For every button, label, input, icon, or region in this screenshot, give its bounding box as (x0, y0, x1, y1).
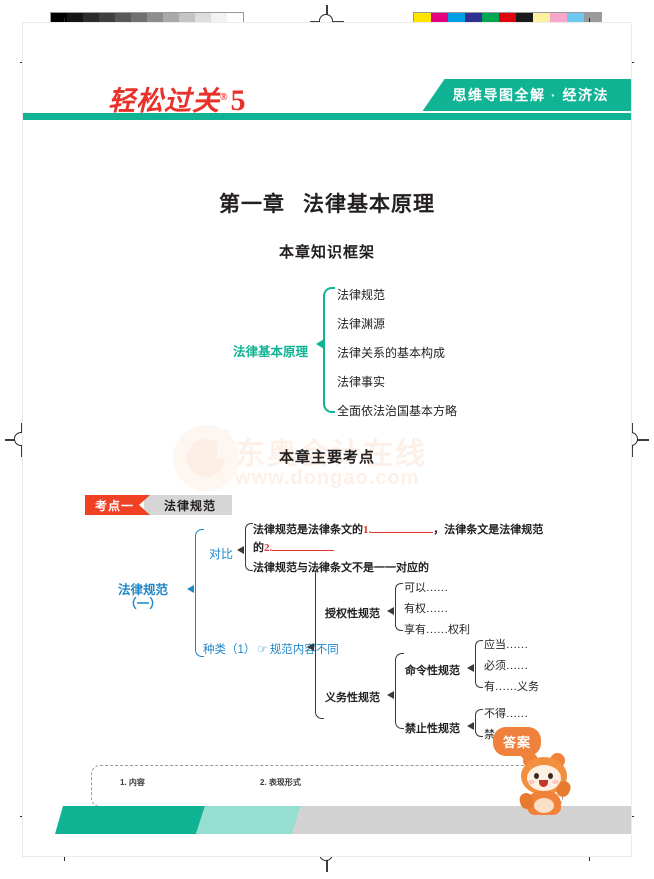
group-label-obligatory: 义务性规范 (325, 692, 380, 704)
framework-branch-list: 法律规范 法律渊源 法律关系的基本构成 法律事实 全面依法治国基本方略 (337, 281, 457, 426)
obligatory-brace (395, 653, 404, 729)
compare-item-1-text: 法律规范是法律条文的 (253, 524, 363, 536)
framework-branch: 法律规范 (337, 288, 386, 302)
blank-number-2: 2. (264, 542, 273, 554)
answer-mascot: 答案 (493, 723, 573, 815)
subgroup-label-mandatory: 命令性规范 (405, 665, 460, 677)
mindmap-root-arrow-icon (187, 585, 194, 593)
compare-brace (245, 523, 253, 571)
prohibitive-item: 不得…… (484, 708, 528, 720)
mandatory-item: 应当…… (484, 639, 528, 651)
obligatory-arrow-icon (387, 691, 394, 699)
keypoints-heading: 本章主要考点 (278, 449, 375, 466)
mandatory-arrow-icon (467, 664, 474, 672)
kinds-label-text: 种类（1） (203, 644, 256, 656)
kinds-brace (315, 567, 324, 719)
chapter-title: 第一章 法律基本原理 (23, 188, 631, 218)
authorizing-item: 有权…… (404, 603, 448, 615)
footer-band (55, 806, 631, 834)
compare-item-2: 的2. (253, 539, 335, 555)
chapter-number: 第一章 (219, 193, 285, 216)
keypoint-banner: 考点一 法律规范 (85, 495, 233, 515)
subgroup-label-prohibitive: 禁止性规范 (405, 723, 460, 735)
compare-label: 对比 (209, 547, 234, 561)
compare-arrow-icon (237, 546, 244, 554)
prohibitive-arrow-icon (467, 722, 474, 730)
mindmap-root-label: 法律规范 （一） (101, 583, 185, 611)
framework-arrow-icon (316, 339, 324, 349)
kinds-criterion: 规范内容不同 (269, 644, 339, 656)
framework-branch: 法律事实 (337, 375, 386, 389)
kinds-arrow-icon (307, 643, 314, 651)
framework-mindmap: 法律基本原理 法律规范 法律渊源 法律关系的基本构成 法律事实 全面依法治国基本… (23, 281, 631, 426)
mindmap-root-line2: （一） (124, 597, 162, 611)
compare-item-1: 法律规范是法律条文的1. ，法律条文是法律规范 (253, 521, 543, 537)
framework-branch: 法律关系的基本构成 (337, 346, 446, 360)
footer-band-segment-2 (196, 806, 301, 834)
compare-item-1-tail: ，法律条文是法律规范 (433, 524, 544, 536)
brand-logo: 轻松过关®5 (108, 79, 246, 118)
series-tab-label: 思维导图全解 · 经济法 (422, 79, 631, 111)
bear-mascot-icon (518, 753, 573, 815)
pointing-hand-icon: ☞ (257, 644, 268, 656)
prohibitive-brace (475, 709, 483, 737)
group-label-authorizing: 授权性规范 (325, 608, 380, 620)
kinds-label: 种类（1） ☞ 规范内容不同 (203, 641, 339, 657)
footer-band-segment-3 (292, 806, 631, 834)
blank-number-1: 1. (363, 524, 372, 536)
authorizing-arrow-icon (387, 607, 394, 615)
watermark-url: www.dongao.com (235, 467, 420, 489)
chapter-name: 法律基本原理 (303, 193, 435, 216)
keypoint-name: 法律规范 (144, 495, 233, 515)
answer-item-2: 2. 表现形式 (260, 778, 301, 787)
answer-bubble-label: 答案 (493, 727, 542, 763)
authorizing-item: 可以…… (404, 582, 448, 594)
answer-blank-1[interactable] (371, 532, 434, 533)
page-header: 轻松过关®5 思维导图全解 · 经济法 (23, 75, 631, 133)
framework-branch: 全面依法治国基本方略 (337, 404, 458, 418)
page-content: 轻松过关®5 思维导图全解 · 经济法 第一章 法律基本原理 本章知识框架 法律基… (22, 22, 632, 857)
footer-band-segment-1 (55, 806, 205, 834)
framework-heading: 本章知识框架 (278, 244, 375, 261)
authorizing-brace (395, 583, 403, 631)
mandatory-brace (475, 640, 483, 688)
compare-item-3: 法律规范与法律条文不是一一对应的 (253, 562, 429, 574)
answer-item-1: 1. 内容 (120, 778, 145, 787)
brand-logo-text: 轻松过关 (108, 86, 220, 116)
framework-branch: 法律渊源 (337, 317, 386, 331)
compare-item-2-text: 的 (253, 542, 264, 554)
mandatory-item: 有……义务 (484, 681, 539, 693)
authorizing-item: 享有……权利 (404, 624, 470, 636)
mindmap-root-brace (195, 529, 204, 657)
framework-root-label: 法律基本原理 (233, 345, 309, 359)
registered-mark-icon: ® (220, 92, 229, 103)
mindmap-root-line1: 法律规范 (117, 583, 168, 597)
mandatory-item: 必须…… (484, 660, 528, 672)
header-rule (23, 113, 631, 120)
brand-logo-number: 5 (230, 84, 247, 117)
answer-blank-2[interactable] (272, 550, 335, 551)
framework-brace (323, 287, 335, 413)
keypoint-tag: 考点一 (85, 495, 150, 515)
